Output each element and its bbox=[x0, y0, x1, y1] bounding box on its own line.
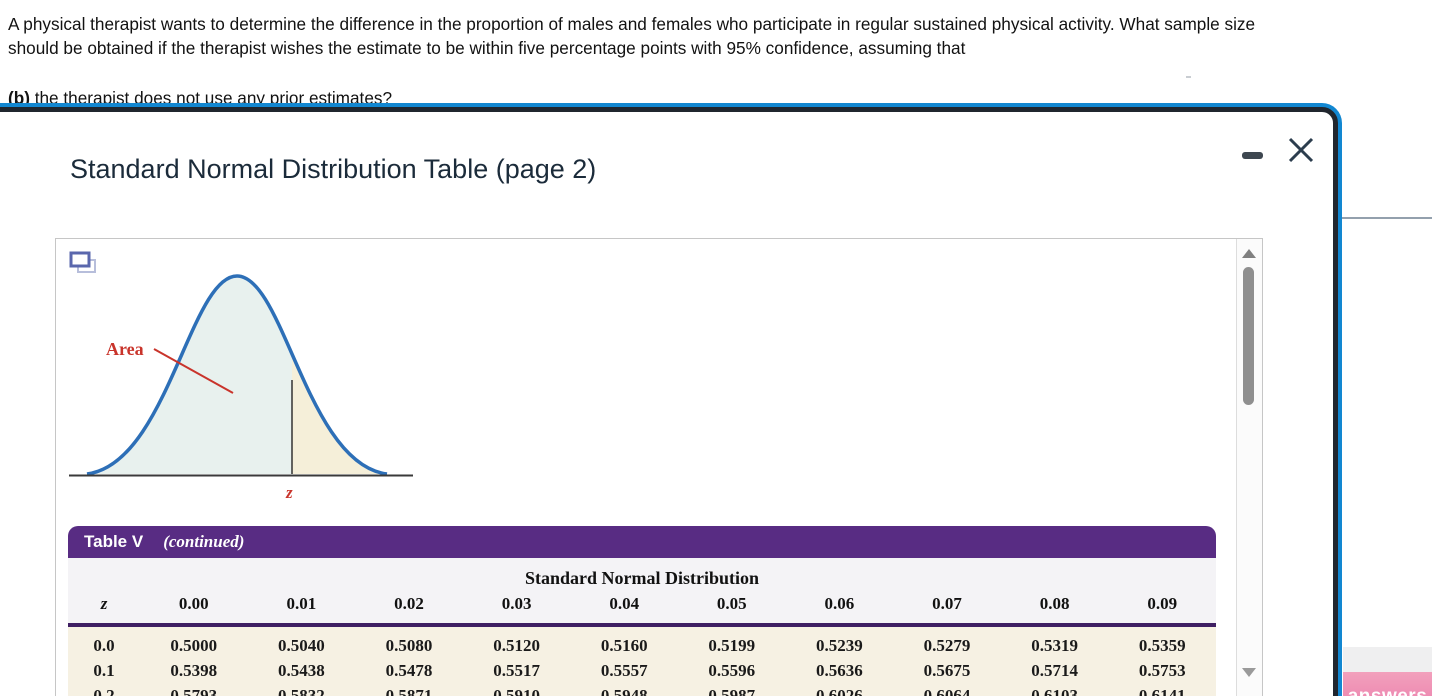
cell: 0.5438 bbox=[278, 660, 325, 680]
cell: 0.5910 bbox=[493, 685, 540, 696]
cell: 0.5279 bbox=[923, 635, 971, 655]
col-008: 0.08 bbox=[1039, 594, 1070, 613]
col-003: 0.03 bbox=[501, 594, 532, 613]
col-002: 0.02 bbox=[394, 594, 424, 613]
cell: 0.5160 bbox=[600, 635, 648, 655]
col-009: 0.09 bbox=[1147, 594, 1178, 613]
minimize-icon[interactable] bbox=[1242, 152, 1263, 159]
question-line-1: A physical therapist wants to determine … bbox=[8, 14, 1256, 34]
part-b-text: the therapist does not use any prior est… bbox=[29, 88, 393, 108]
cell: 0.5871 bbox=[385, 685, 433, 696]
cell: 0.5000 bbox=[170, 635, 218, 655]
area-label: Area bbox=[106, 339, 144, 359]
cell: 0.5120 bbox=[493, 635, 540, 655]
cell: 0.5359 bbox=[1138, 635, 1186, 655]
area-pointer-line bbox=[153, 348, 234, 394]
z-axis-label: z bbox=[285, 483, 293, 502]
cell: 0.5557 bbox=[600, 660, 648, 680]
cell: 0.5636 bbox=[816, 660, 863, 680]
cell: 0.5319 bbox=[1031, 635, 1078, 655]
table-v-continued: (continued) bbox=[163, 532, 245, 551]
vertical-scrollbar[interactable] bbox=[1236, 239, 1262, 696]
normal-curve-figure: Area z bbox=[69, 274, 413, 502]
question-part-b: (b) the therapist does not use any prior… bbox=[8, 86, 1428, 110]
col-001: 0.01 bbox=[286, 594, 317, 613]
question-line-2: should be obtained if the therapist wish… bbox=[8, 38, 966, 58]
bell-curve-stroke bbox=[86, 274, 388, 476]
table-v-column-header: Standard Normal Distribution z 0.00 0.01… bbox=[68, 558, 1216, 623]
part-b-label: (b) bbox=[8, 88, 30, 108]
cell: 0.5793 bbox=[170, 685, 218, 696]
table-v: Table V (continued) Standard Normal Dist… bbox=[68, 526, 1216, 696]
cell: 0.5199 bbox=[708, 635, 756, 655]
table-subtitle: Standard Normal Distribution bbox=[524, 568, 760, 588]
stray-mark bbox=[1186, 76, 1191, 78]
cell: 0.5478 bbox=[385, 660, 433, 680]
answers-button-label: answers bbox=[1348, 686, 1428, 696]
cell: 0.5948 bbox=[600, 685, 648, 696]
cell: 0.5753 bbox=[1138, 660, 1186, 680]
cell: 0.5596 bbox=[708, 660, 756, 680]
cell: 0.6141 bbox=[1138, 685, 1186, 696]
col-007: 0.07 bbox=[932, 594, 962, 613]
cell: 0.5832 bbox=[278, 685, 325, 696]
row-z: 0.0 bbox=[93, 635, 115, 655]
cell: 0.5040 bbox=[278, 635, 325, 655]
col-000: 0.00 bbox=[178, 594, 209, 613]
modal-title: Standard Normal Distribution Table (page… bbox=[70, 154, 597, 184]
table-row: 0.2 0.5793 0.5832 0.5871 0.5910 0.5948 0… bbox=[68, 683, 1216, 696]
curve-area-tail bbox=[292, 354, 387, 474]
cell: 0.6026 bbox=[816, 685, 863, 696]
col-z: z bbox=[100, 594, 108, 613]
table-row: 0.1 0.5398 0.5438 0.5478 0.5517 0.5557 0… bbox=[68, 658, 1216, 683]
scroll-up-arrow-icon[interactable] bbox=[1242, 249, 1256, 258]
cell: 0.5080 bbox=[385, 635, 433, 655]
column-header-row: z 0.00 0.01 0.02 0.03 0.04 0.05 0.06 0.0… bbox=[68, 594, 1216, 614]
cell: 0.6103 bbox=[1031, 685, 1078, 696]
header-separator-rule bbox=[68, 623, 1216, 627]
table-scroll-panel[interactable]: Area z Table V (continued) Standard Norm… bbox=[55, 238, 1263, 696]
cell: 0.5714 bbox=[1031, 660, 1078, 680]
cell: 0.5239 bbox=[816, 635, 863, 655]
answers-button[interactable]: answers bbox=[1343, 672, 1432, 696]
modal-standard-normal-table: Standard Normal Distribution Table (page… bbox=[0, 107, 1338, 696]
scroll-down-arrow-icon[interactable] bbox=[1242, 668, 1256, 677]
table-v-name: Table V bbox=[84, 532, 144, 551]
cell: 0.6064 bbox=[923, 685, 971, 696]
cell: 0.5987 bbox=[708, 685, 756, 696]
answers-card-edge bbox=[1343, 647, 1432, 672]
background-divider-line bbox=[1342, 217, 1432, 219]
close-icon[interactable] bbox=[1287, 136, 1315, 164]
table-v-header-bar: Table V (continued) bbox=[68, 526, 1216, 558]
row-z: 0.2 bbox=[93, 685, 115, 696]
cell: 0.5398 bbox=[170, 660, 218, 680]
table-v-body: 0.0 0.5000 0.5040 0.5080 0.5120 0.5160 0… bbox=[68, 627, 1216, 696]
popout-window-icon[interactable] bbox=[68, 251, 100, 277]
cell: 0.5517 bbox=[493, 660, 540, 680]
cell: 0.5675 bbox=[923, 660, 971, 680]
col-004: 0.04 bbox=[609, 594, 640, 613]
scrollbar-thumb[interactable] bbox=[1243, 267, 1254, 405]
col-006: 0.06 bbox=[824, 594, 855, 613]
row-z: 0.1 bbox=[93, 660, 115, 680]
question-text: A physical therapist wants to determine … bbox=[8, 12, 1428, 110]
col-005: 0.05 bbox=[716, 594, 747, 613]
table-row: 0.0 0.5000 0.5040 0.5080 0.5120 0.5160 0… bbox=[68, 633, 1216, 658]
